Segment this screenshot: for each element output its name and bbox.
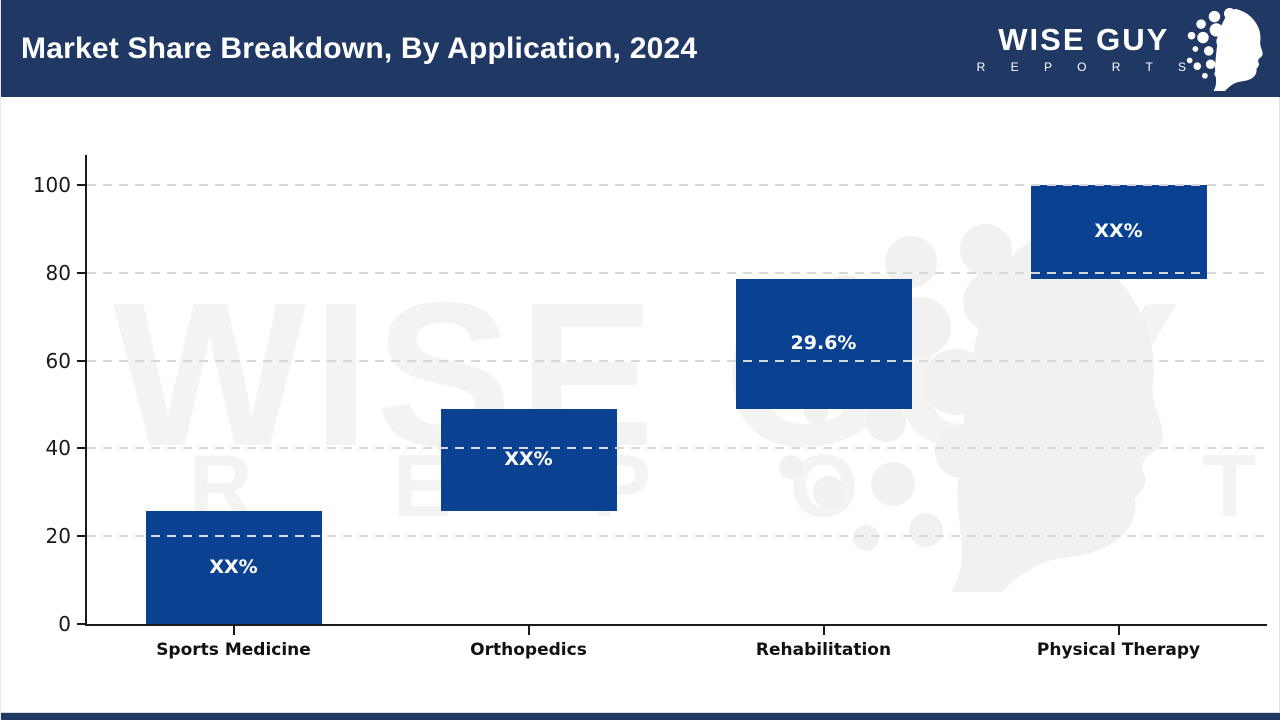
logo-wordmark: WISE GUY bbox=[998, 21, 1170, 57]
gridline-40 bbox=[87, 447, 1267, 450]
y-axis-line bbox=[85, 155, 87, 625]
y-tick-mark bbox=[77, 184, 86, 186]
x-tick-mark bbox=[232, 626, 235, 635]
y-tick-label: 80 bbox=[45, 260, 71, 285]
bar-value-label: 29.6% bbox=[790, 331, 857, 354]
gridline-60 bbox=[87, 359, 1267, 362]
gridline-80 bbox=[87, 271, 1267, 274]
category-label-2: Rehabilitation bbox=[755, 640, 892, 660]
y-tick-label: 60 bbox=[45, 348, 71, 373]
bar-rehabilitation bbox=[735, 278, 912, 409]
y-tick-mark bbox=[77, 535, 86, 538]
y-tick-label: 0 bbox=[58, 612, 71, 636]
x-axis-line bbox=[85, 624, 1267, 626]
waterfall-chart: 0 20 40 60 80 100 XX% Sports Medicine XX% Orthope… bbox=[1, 97, 1280, 712]
wiseguy-head-icon bbox=[1186, 7, 1263, 91]
logo-subtitle: R E P O R T S bbox=[976, 59, 1197, 74]
bar-orthopedics bbox=[440, 408, 617, 512]
header-bar: Market Share Breakdown, By Application, … bbox=[1, 0, 1280, 97]
category-label-1: Orthopedics bbox=[470, 640, 587, 660]
gridline-100 bbox=[87, 184, 1267, 186]
y-tick-mark bbox=[77, 447, 86, 450]
bar-sports-medicine bbox=[145, 511, 322, 624]
footer-divider bbox=[1, 712, 1280, 713]
x-tick-mark bbox=[822, 626, 825, 635]
wiseguy-logo-text: WISE GUY R E P O R T S bbox=[971, 24, 1197, 74]
x-tick-mark bbox=[527, 626, 530, 635]
category-label-0: Sports Medicine bbox=[156, 640, 311, 660]
page-title: Market Share Breakdown, By Application, … bbox=[21, 31, 698, 65]
y-tick-label: 20 bbox=[45, 524, 71, 549]
bar-value-label: XX% bbox=[1094, 219, 1143, 242]
bar-value-label: XX% bbox=[209, 555, 258, 578]
bar-value-label: XX% bbox=[504, 448, 553, 471]
bar-physical-therapy bbox=[1030, 185, 1207, 279]
x-tick-mark bbox=[1117, 626, 1120, 635]
footer-bar bbox=[1, 713, 1280, 720]
gridline-20 bbox=[87, 535, 1267, 538]
y-tick-mark bbox=[77, 271, 86, 274]
wiseguy-logo: WISE GUY R E P O R T S bbox=[971, 7, 1267, 91]
y-tick-mark bbox=[77, 359, 86, 362]
category-label-3: Physical Therapy bbox=[1036, 640, 1201, 660]
y-tick-label: 100 bbox=[32, 173, 71, 197]
y-tick-label: 40 bbox=[45, 436, 71, 461]
y-tick-mark bbox=[77, 623, 86, 625]
